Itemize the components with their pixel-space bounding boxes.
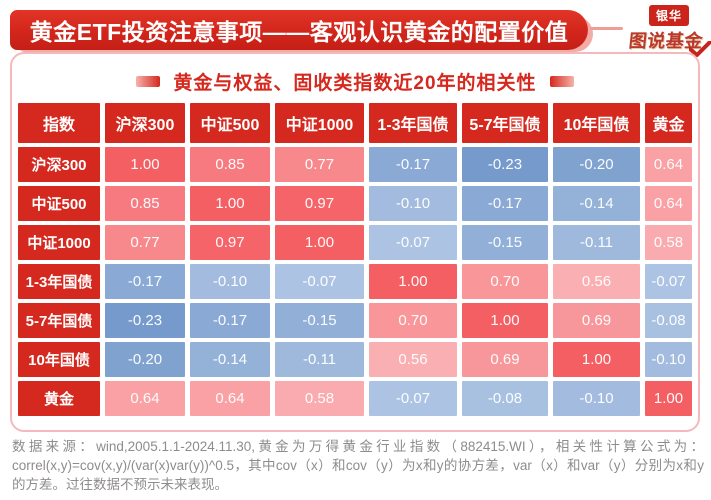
- data-source-note: 数据来源：wind,2005.1.1-2024.11.30,黄金为万得黄金行业指…: [12, 439, 704, 493]
- correlation-value-cell: 0.85: [105, 186, 185, 221]
- correlation-value-cell: -0.11: [275, 342, 364, 377]
- correlation-value-cell: 0.58: [645, 225, 692, 260]
- correlation-value-cell: -0.15: [462, 225, 548, 260]
- correlation-value-cell: 0.64: [190, 381, 270, 416]
- correlation-value-cell: -0.10: [369, 186, 457, 221]
- column-header-cell: 10年国债: [553, 103, 640, 143]
- correlation-value-cell: -0.17: [190, 303, 270, 338]
- checkmark-icon: [689, 41, 711, 57]
- correlation-value-cell: 0.56: [369, 342, 457, 377]
- row-header-cell: 中证1000: [18, 225, 100, 260]
- subtitle-dash-right-icon: [549, 76, 574, 87]
- correlation-value-cell: -0.10: [553, 381, 640, 416]
- correlation-value-cell: 0.70: [369, 303, 457, 338]
- correlation-value-cell: -0.10: [645, 342, 692, 377]
- correlation-value-cell: -0.14: [190, 342, 270, 377]
- brand-badge: 银华: [648, 5, 689, 26]
- correlation-value-cell: 0.56: [553, 264, 640, 299]
- correlation-value-cell: 1.00: [553, 342, 640, 377]
- correlation-value-cell: -0.08: [645, 303, 692, 338]
- row-header-cell: 10年国债: [18, 342, 100, 377]
- title-banner: 黄金ETF投资注意事项——客观认识黄金的配置价值: [10, 10, 588, 50]
- correlation-value-cell: 1.00: [105, 147, 185, 182]
- row-header-cell: 中证500: [18, 186, 100, 221]
- column-header-cell: 5-7年国债: [462, 103, 548, 143]
- correlation-value-cell: -0.07: [275, 264, 364, 299]
- correlation-value-cell: -0.23: [105, 303, 185, 338]
- column-header-cell: 中证1000: [275, 103, 364, 143]
- correlation-value-cell: -0.20: [553, 147, 640, 182]
- correlation-value-cell: 0.69: [462, 342, 548, 377]
- column-header-cell: 中证500: [190, 103, 270, 143]
- correlation-value-cell: -0.10: [190, 264, 270, 299]
- correlation-value-cell: -0.08: [462, 381, 548, 416]
- correlation-value-cell: 1.00: [369, 264, 457, 299]
- subtitle-dash-left-icon: [136, 76, 161, 87]
- correlation-value-cell: -0.14: [553, 186, 640, 221]
- brand-logo: 银华 图说基金: [617, 5, 711, 57]
- column-header-cell: 黄金: [645, 103, 692, 143]
- row-header-cell: 5-7年国债: [18, 303, 100, 338]
- column-header-cell: 指数: [18, 103, 100, 143]
- correlation-table: 指数 沪深300 中证500 中证1000 1-3年国债 5-7年国债 10年国债 黄金 沪深3…: [18, 103, 692, 416]
- correlation-value-cell: -0.20: [105, 342, 185, 377]
- correlation-value-cell: -0.23: [462, 147, 548, 182]
- correlation-value-cell: 0.85: [190, 147, 270, 182]
- correlation-value-cell: 0.97: [275, 186, 364, 221]
- page-title: 黄金ETF投资注意事项——客观认识黄金的配置价值: [29, 19, 569, 45]
- subtitle-row: 黄金与权益、固收类指数近20年的相关性: [12, 68, 698, 95]
- correlation-value-cell: 0.70: [462, 264, 548, 299]
- correlation-value-cell: -0.07: [369, 225, 457, 260]
- column-header-cell: 1-3年国债: [369, 103, 457, 143]
- correlation-value-cell: 0.64: [645, 186, 692, 221]
- correlation-value-cell: 0.77: [105, 225, 185, 260]
- chart-subtitle: 黄金与权益、固收类指数近20年的相关性: [173, 73, 537, 94]
- brand-name-wrap: 图说基金: [628, 27, 711, 57]
- correlation-value-cell: 0.77: [275, 147, 364, 182]
- correlation-value-cell: 1.00: [645, 381, 692, 416]
- correlation-value-cell: 1.00: [190, 186, 270, 221]
- row-header-cell: 黄金: [18, 381, 100, 416]
- correlation-value-cell: 1.00: [462, 303, 548, 338]
- row-header-cell: 沪深300: [18, 147, 100, 182]
- correlation-value-cell: -0.17: [369, 147, 457, 182]
- column-header-cell: 沪深300: [105, 103, 185, 143]
- correlation-value-cell: 1.00: [275, 225, 364, 260]
- correlation-value-cell: 0.64: [645, 147, 692, 182]
- correlation-value-cell: 0.69: [553, 303, 640, 338]
- correlation-value-cell: -0.11: [553, 225, 640, 260]
- banner-connector-dash: [590, 27, 623, 30]
- correlation-value-cell: -0.07: [369, 381, 457, 416]
- row-header-cell: 1-3年国债: [18, 264, 100, 299]
- correlation-value-cell: -0.07: [645, 264, 692, 299]
- correlation-value-cell: 0.58: [275, 381, 364, 416]
- correlation-value-cell: 0.64: [105, 381, 185, 416]
- correlation-value-cell: -0.17: [105, 264, 185, 299]
- correlation-value-cell: -0.17: [462, 186, 548, 221]
- correlation-value-cell: -0.15: [275, 303, 364, 338]
- correlation-value-cell: 0.97: [190, 225, 270, 260]
